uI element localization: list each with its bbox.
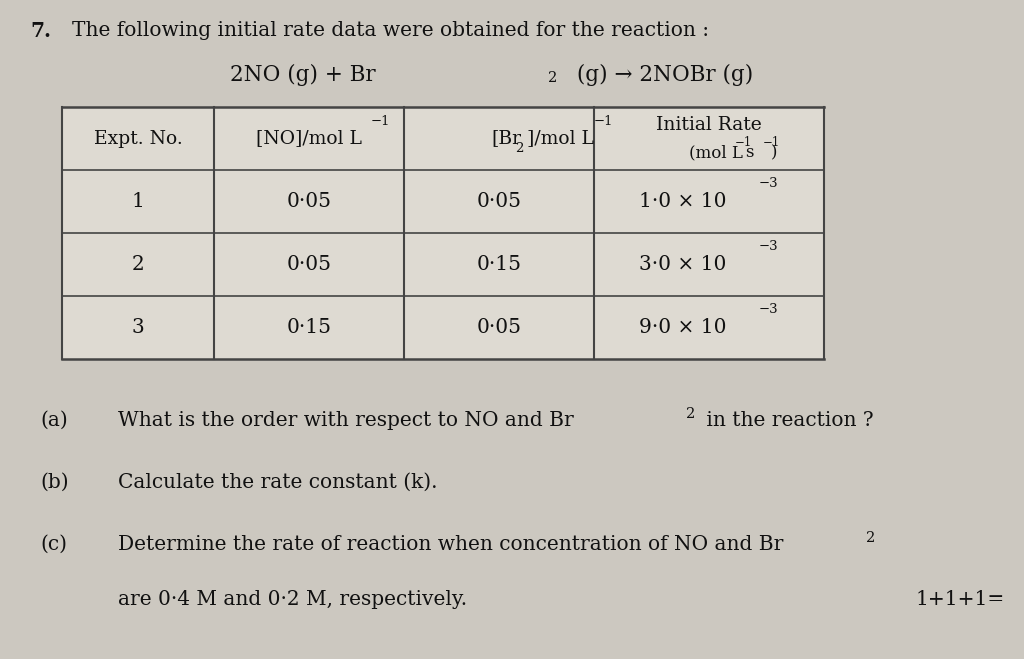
Text: 2: 2 [686,407,695,421]
Text: 2: 2 [515,142,523,155]
Text: (a): (a) [40,411,68,430]
Text: −3: −3 [759,177,778,190]
Text: The following initial rate data were obtained for the reaction :: The following initial rate data were obt… [72,21,710,40]
Text: 7.: 7. [30,21,51,41]
Text: ]/mol L: ]/mol L [527,130,594,148]
Text: 0·05: 0·05 [476,192,521,211]
Text: −3: −3 [759,303,778,316]
Text: Expt. No.: Expt. No. [93,130,182,148]
Text: 1: 1 [131,192,144,211]
Text: s: s [745,144,754,161]
Text: ): ) [771,144,777,161]
Bar [62,107,824,359]
Text: 1·0 × 10: 1·0 × 10 [639,192,726,211]
Text: (g) → 2NOBr (g): (g) → 2NOBr (g) [570,64,754,86]
Text: −1: −1 [735,136,753,149]
Text: 2: 2 [548,71,557,85]
Text: 9·0 × 10: 9·0 × 10 [639,318,726,337]
Text: [Br: [Br [490,130,521,148]
Text: 0·05: 0·05 [287,255,332,274]
Text: are 0·4 M and 0·2 M, respectively.: are 0·4 M and 0·2 M, respectively. [118,590,467,609]
Text: 3·0 × 10: 3·0 × 10 [639,255,726,274]
Text: Calculate the rate constant (k).: Calculate the rate constant (k). [118,473,437,492]
Text: in the reaction ?: in the reaction ? [700,411,873,430]
Text: 1+1+1=: 1+1+1= [915,590,1005,609]
Text: 0·05: 0·05 [287,192,332,211]
Text: (mol L: (mol L [689,144,742,161]
Text: 0·05: 0·05 [476,318,521,337]
Text: 0·15: 0·15 [287,318,332,337]
Text: [NO]/mol L: [NO]/mol L [256,130,362,148]
Text: What is the order with respect to NO and Br: What is the order with respect to NO and… [118,411,573,430]
Text: Initial Rate: Initial Rate [656,115,762,134]
Text: (c): (c) [40,535,67,554]
Text: −1: −1 [763,136,780,149]
Text: 0·15: 0·15 [476,255,521,274]
Text: Determine the rate of reaction when concentration of NO and Br: Determine the rate of reaction when conc… [118,535,783,554]
Text: −1: −1 [594,115,613,128]
Text: 2NO (g) + Br: 2NO (g) + Br [230,64,376,86]
Text: −3: −3 [759,240,778,253]
Text: 2: 2 [132,255,144,274]
Text: 2: 2 [866,531,876,545]
Text: (b): (b) [40,473,69,492]
Text: 3: 3 [132,318,144,337]
Text: −1: −1 [371,115,390,128]
